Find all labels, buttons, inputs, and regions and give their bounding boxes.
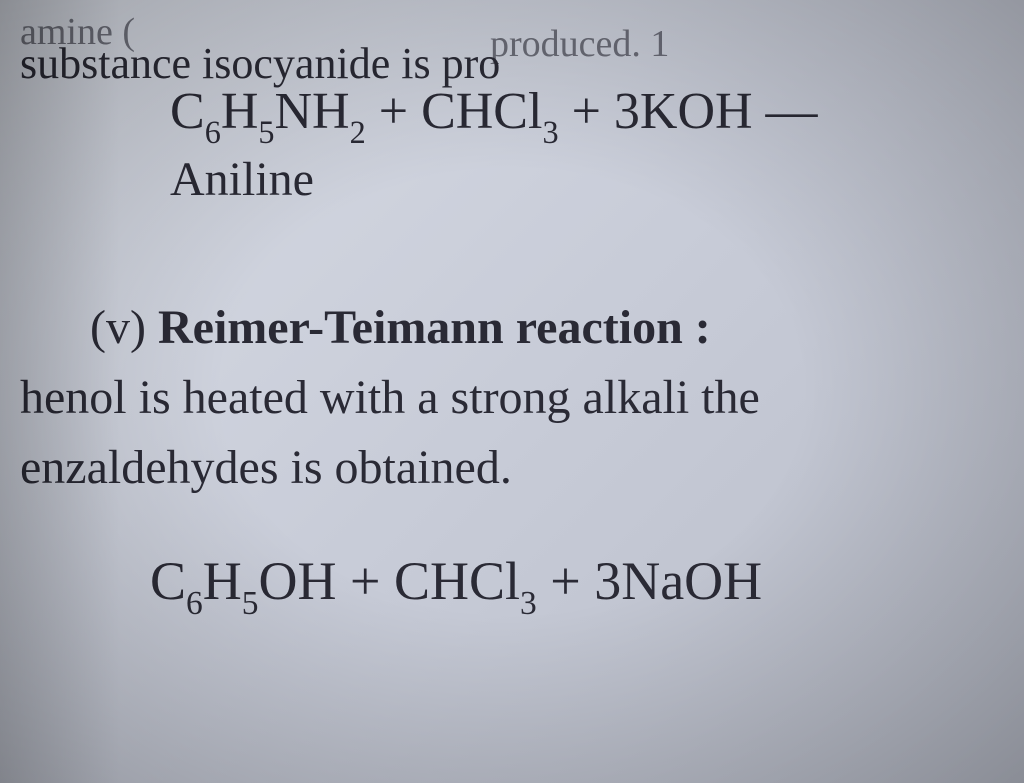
plus-naoh: + 3NaOH xyxy=(537,551,762,611)
formula-chloroform: CHCl3 xyxy=(421,83,559,140)
plus-sign: + xyxy=(366,83,421,140)
body-line-2: enzaldehydes is obtained. xyxy=(20,440,512,495)
textbook-page: amine ( produced. 1 substance isocyanide… xyxy=(20,10,1004,773)
section-title: Reimer-Teimann reaction : xyxy=(158,301,711,354)
section-numeral: (v) xyxy=(90,301,158,354)
equation-reimer-tiemann: C6H5OH + CHCl3 + 3NaOH xyxy=(150,550,762,620)
plus-koh: + 3KOH — xyxy=(559,83,818,140)
formula-aniline: C6H5NH2 xyxy=(170,83,366,140)
formula-phenol: C6H5OH xyxy=(150,551,337,611)
cut-text-top-right: produced. 1 xyxy=(490,22,669,66)
formula-chloroform: CHCl3 xyxy=(394,551,537,611)
body-line-1: henol is heated with a strong alkali the xyxy=(20,370,760,425)
plus-sign: + xyxy=(337,551,394,611)
equation-carbylamine: C6H5NH2 + CHCl3 + 3KOH — xyxy=(170,82,818,147)
section-v-heading: (v) Reimer-Teimann reaction : xyxy=(90,300,711,355)
equation-label-aniline: Aniline xyxy=(170,152,314,207)
